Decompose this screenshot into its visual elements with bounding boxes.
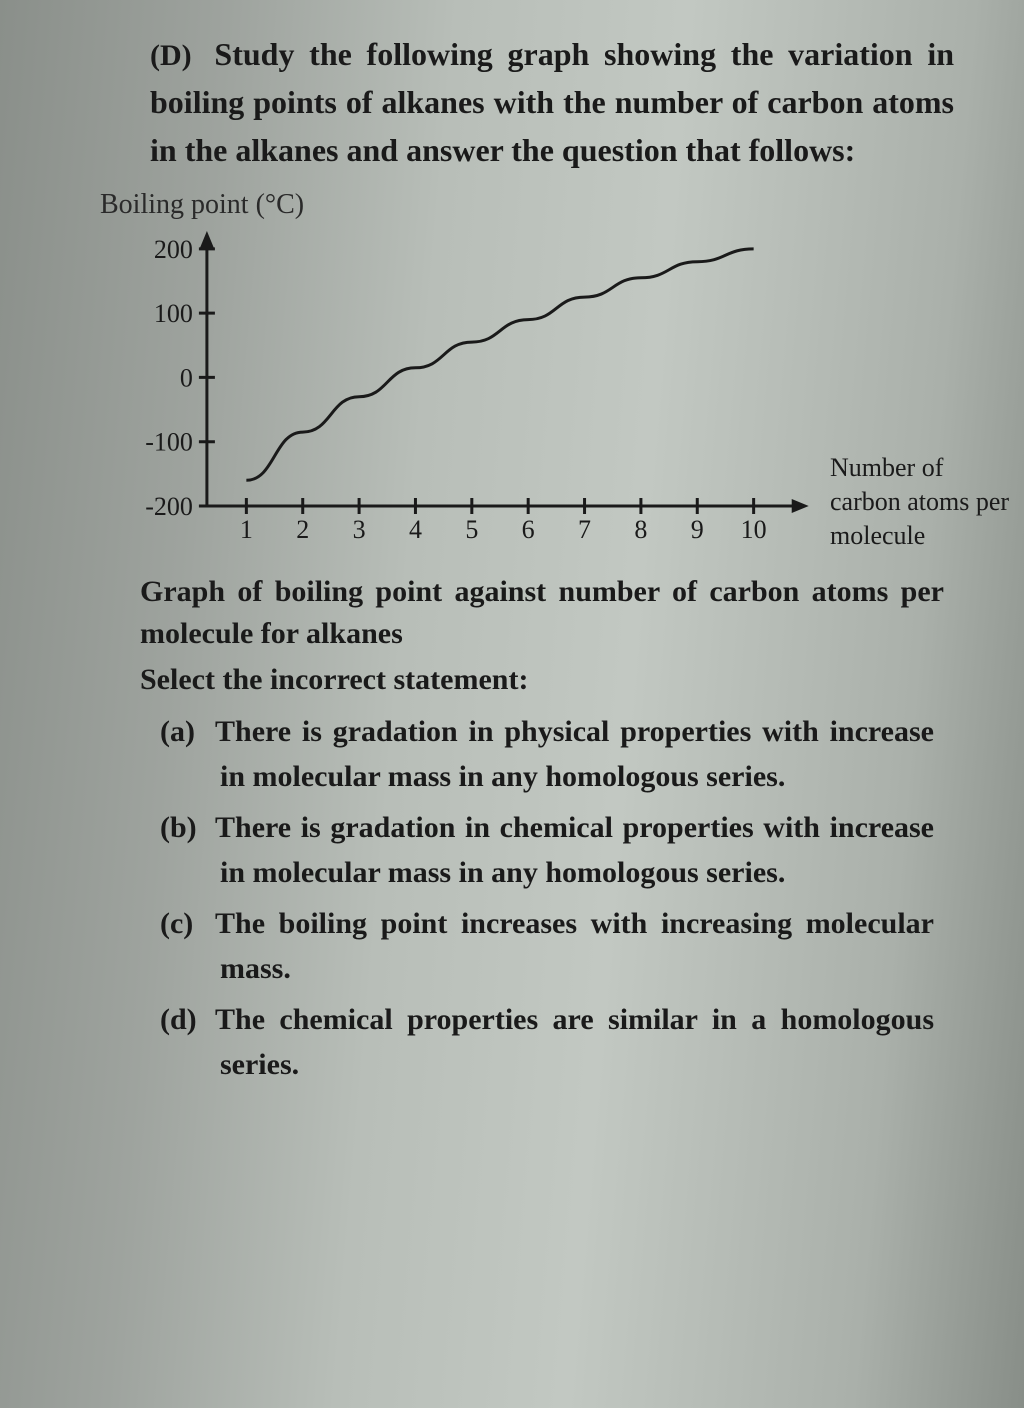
option-b: (b)There is gradation in chemical proper… — [100, 805, 964, 895]
option-d-label: (d) — [160, 997, 215, 1042]
svg-text:-100: -100 — [145, 428, 193, 457]
svg-text:9: 9 — [691, 515, 704, 544]
svg-text:8: 8 — [634, 515, 647, 544]
x-axis-label: Number of carbon atoms per molecule — [830, 451, 1010, 552]
svg-text:0: 0 — [180, 363, 193, 392]
question-text: Study the following graph showing the va… — [150, 36, 954, 168]
svg-text:1: 1 — [240, 515, 253, 544]
svg-text:10: 10 — [741, 515, 767, 544]
option-a-label: (a) — [160, 709, 215, 754]
option-c: (c)The boiling point increases with incr… — [100, 901, 964, 991]
question-label: (D) — [150, 33, 192, 78]
question-block: (D) Study the following graph showing th… — [100, 30, 964, 174]
svg-text:100: 100 — [154, 299, 193, 328]
svg-text:3: 3 — [353, 515, 366, 544]
option-a: (a)There is gradation in physical proper… — [100, 709, 964, 799]
option-d-text: The chemical properties are similar in a… — [215, 1003, 934, 1081]
option-b-label: (b) — [160, 805, 215, 850]
option-a-text: There is gradation in physical propertie… — [215, 715, 934, 793]
svg-text:4: 4 — [409, 515, 422, 544]
option-b-text: There is gradation in chemical propertie… — [215, 811, 934, 889]
option-c-label: (c) — [160, 901, 215, 946]
svg-text:7: 7 — [578, 515, 591, 544]
instruction: Select the incorrect statement: — [100, 663, 964, 697]
option-d: (d)The chemical properties are similar i… — [100, 997, 964, 1087]
svg-text:5: 5 — [465, 515, 478, 544]
option-c-text: The boiling point increases with increas… — [215, 907, 934, 985]
chart-container: 2001000-100-20012345678910 Number of car… — [110, 226, 910, 556]
svg-text:200: 200 — [154, 235, 193, 264]
chart-caption: Graph of boiling point against number of… — [100, 571, 964, 655]
boiling-point-chart: 200 100 0 -100 -200 1 2 3 4 5 6 7 8 9 10 — [110, 226, 910, 556]
svg-text:-200: -200 — [145, 492, 193, 521]
svg-text:2: 2 — [296, 515, 309, 544]
svg-text:6: 6 — [522, 515, 535, 544]
y-axis-label: Boiling point (°C) — [100, 189, 964, 221]
